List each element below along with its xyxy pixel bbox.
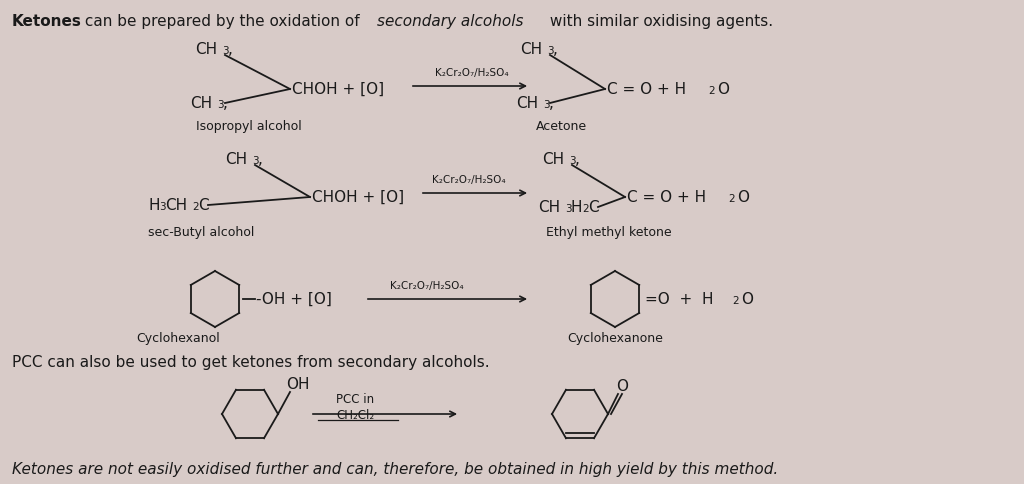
Text: CH: CH (538, 199, 560, 214)
Text: Ketones are not easily oxidised further and can, therefore, be obtained in high : Ketones are not easily oxidised further … (12, 461, 778, 476)
Text: 3: 3 (159, 201, 166, 212)
Text: with similar oxidising agents.: with similar oxidising agents. (545, 14, 773, 29)
Text: O: O (616, 378, 628, 393)
Text: O: O (737, 190, 749, 205)
Text: C: C (198, 197, 209, 212)
Text: 3: 3 (217, 100, 223, 110)
Text: PCC can also be used to get ketones from secondary alcohols.: PCC can also be used to get ketones from… (12, 354, 489, 369)
Text: 2: 2 (732, 295, 738, 305)
Text: can be prepared by the oxidation of: can be prepared by the oxidation of (80, 14, 365, 29)
Text: ,: , (228, 42, 232, 57)
Text: 3: 3 (565, 204, 571, 213)
Text: K₂Cr₂O₇/H₂SO₄: K₂Cr₂O₇/H₂SO₄ (390, 280, 464, 290)
Text: 2: 2 (193, 201, 199, 212)
Text: 2: 2 (708, 86, 715, 96)
Text: ,: , (549, 96, 554, 111)
Text: CH: CH (195, 42, 217, 57)
Text: ,: , (575, 151, 580, 166)
Text: K₂Cr₂O₇/H₂SO₄: K₂Cr₂O₇/H₂SO₄ (432, 175, 506, 184)
Text: CH: CH (165, 197, 187, 212)
Text: O: O (717, 82, 729, 97)
Text: CH: CH (516, 96, 539, 111)
Text: CH: CH (190, 96, 212, 111)
Text: 2: 2 (582, 204, 589, 213)
Text: CH: CH (542, 151, 564, 166)
Text: H: H (571, 199, 583, 214)
Text: Cyclohexanone: Cyclohexanone (567, 332, 663, 344)
Text: Ethyl methyl ketone: Ethyl methyl ketone (546, 226, 672, 239)
Text: C: C (588, 199, 599, 214)
Text: Isopropyl alcohol: Isopropyl alcohol (196, 120, 302, 133)
Text: 2: 2 (728, 194, 734, 204)
Text: ,: , (223, 96, 228, 111)
Text: Acetone: Acetone (536, 120, 587, 133)
Text: CH: CH (225, 151, 247, 166)
Text: OH: OH (286, 376, 309, 391)
Text: PCC in: PCC in (336, 392, 374, 405)
Text: O: O (741, 291, 753, 306)
Text: 3: 3 (569, 156, 575, 166)
Text: 3: 3 (547, 46, 554, 56)
Text: C = O + H: C = O + H (607, 82, 686, 97)
Text: Cyclohexanol: Cyclohexanol (136, 332, 220, 344)
Text: ,: , (258, 151, 263, 166)
Text: 3: 3 (222, 46, 228, 56)
Text: K₂Cr₂O₇/H₂SO₄: K₂Cr₂O₇/H₂SO₄ (435, 68, 509, 78)
Text: secondary alcohols: secondary alcohols (377, 14, 523, 29)
Text: sec-Butyl alcohol: sec-Butyl alcohol (148, 226, 254, 239)
Text: CH₂Cl₂: CH₂Cl₂ (336, 408, 374, 421)
Text: C = O + H: C = O + H (627, 190, 707, 205)
Text: =O  +  H: =O + H (645, 291, 714, 306)
Text: 3: 3 (252, 156, 259, 166)
Text: ,: , (553, 42, 558, 57)
Text: H: H (148, 197, 160, 212)
Text: 3: 3 (543, 100, 550, 110)
Text: CH: CH (520, 42, 542, 57)
Text: Ketones: Ketones (12, 14, 82, 29)
Text: CHOH + [O]: CHOH + [O] (312, 190, 404, 205)
Text: CHOH + [O]: CHOH + [O] (292, 82, 384, 97)
Text: -OH + [O]: -OH + [O] (256, 291, 332, 306)
